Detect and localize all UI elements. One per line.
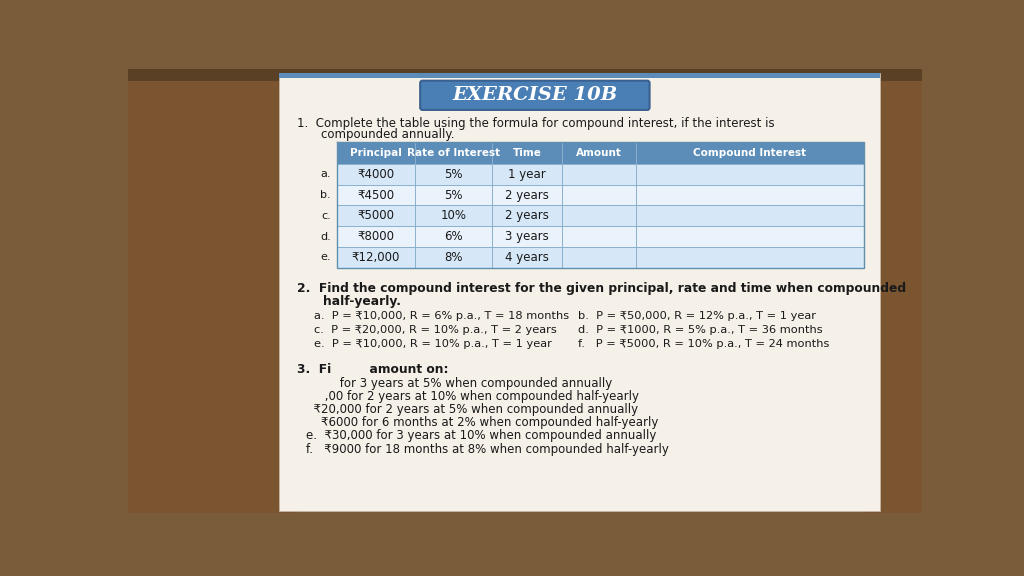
Text: EXERCISE 10B: EXERCISE 10B bbox=[453, 86, 617, 104]
Polygon shape bbox=[337, 206, 864, 226]
Text: ₹4500: ₹4500 bbox=[357, 188, 394, 202]
Text: 8%: 8% bbox=[444, 251, 463, 264]
Text: e.  P = ₹10,000, R = 10% p.a., T = 1 year: e. P = ₹10,000, R = 10% p.a., T = 1 year bbox=[314, 339, 552, 348]
Text: a.: a. bbox=[321, 169, 331, 179]
Text: f.   ₹9000 for 18 months at 8% when compounded half-yearly: f. ₹9000 for 18 months at 8% when compou… bbox=[306, 442, 669, 456]
Text: b.: b. bbox=[321, 190, 331, 200]
Text: ₹8000: ₹8000 bbox=[357, 230, 394, 243]
Text: 1.  Complete the table using the formula for compound interest, if the interest : 1. Complete the table using the formula … bbox=[297, 117, 774, 130]
Text: half-yearly.: half-yearly. bbox=[306, 295, 401, 308]
Text: b.  P = ₹50,000, R = 12% p.a., T = 1 year: b. P = ₹50,000, R = 12% p.a., T = 1 year bbox=[578, 311, 815, 321]
Text: ₹20,000 for 2 years at 5% when compounded annually: ₹20,000 for 2 years at 5% when compounde… bbox=[306, 403, 638, 416]
Text: d.: d. bbox=[321, 232, 331, 241]
Text: a.  P = ₹10,000, R = 6% p.a., T = 18 months: a. P = ₹10,000, R = 6% p.a., T = 18 mont… bbox=[314, 311, 569, 321]
Text: d.  P = ₹1000, R = 5% p.a., T = 36 months: d. P = ₹1000, R = 5% p.a., T = 36 months bbox=[578, 325, 822, 335]
Text: ₹6000 for 6 months at 2% when compounded half-yearly: ₹6000 for 6 months at 2% when compounded… bbox=[306, 416, 658, 429]
Polygon shape bbox=[337, 142, 864, 164]
Text: ,00 for 2 years at 10% when compounded half-yearly: ,00 for 2 years at 10% when compounded h… bbox=[306, 390, 639, 403]
Text: ₹12,000: ₹12,000 bbox=[352, 251, 400, 264]
Text: f.   P = ₹5000, R = 10% p.a., T = 24 months: f. P = ₹5000, R = 10% p.a., T = 24 month… bbox=[578, 339, 828, 348]
Text: 2 years: 2 years bbox=[505, 209, 549, 222]
Polygon shape bbox=[128, 69, 299, 513]
Text: 2 years: 2 years bbox=[505, 188, 549, 202]
Text: 10%: 10% bbox=[440, 209, 467, 222]
Polygon shape bbox=[280, 73, 880, 511]
Polygon shape bbox=[128, 69, 922, 81]
Text: 2.  Find the compound interest for the given principal, rate and time when compo: 2. Find the compound interest for the gi… bbox=[297, 282, 906, 295]
Text: 5%: 5% bbox=[444, 168, 463, 181]
Polygon shape bbox=[337, 185, 864, 206]
Text: Principal: Principal bbox=[350, 148, 402, 158]
Polygon shape bbox=[280, 73, 880, 78]
Text: Rate of Interest: Rate of Interest bbox=[407, 148, 500, 158]
Text: e.  ₹30,000 for 3 years at 10% when compounded annually: e. ₹30,000 for 3 years at 10% when compo… bbox=[306, 430, 656, 442]
Text: 3.  Fi         amount on:: 3. Fi amount on: bbox=[297, 363, 449, 376]
Polygon shape bbox=[337, 247, 864, 268]
Text: 5%: 5% bbox=[444, 188, 463, 202]
Text: for 3 years at 5% when compounded annually: for 3 years at 5% when compounded annual… bbox=[306, 377, 612, 390]
Text: ₹5000: ₹5000 bbox=[357, 209, 394, 222]
Text: e.: e. bbox=[321, 252, 331, 263]
Text: 3 years: 3 years bbox=[505, 230, 549, 243]
Polygon shape bbox=[864, 69, 922, 513]
Text: Amount: Amount bbox=[575, 148, 622, 158]
Text: ₹4000: ₹4000 bbox=[357, 168, 394, 181]
Text: c.: c. bbox=[322, 211, 331, 221]
Text: compounded annually.: compounded annually. bbox=[306, 128, 455, 142]
Text: c.  P = ₹20,000, R = 10% p.a., T = 2 years: c. P = ₹20,000, R = 10% p.a., T = 2 year… bbox=[314, 325, 557, 335]
Text: Time: Time bbox=[513, 148, 542, 158]
Text: 4 years: 4 years bbox=[505, 251, 549, 264]
Polygon shape bbox=[337, 226, 864, 247]
FancyBboxPatch shape bbox=[420, 81, 649, 110]
Text: 1 year: 1 year bbox=[508, 168, 546, 181]
Polygon shape bbox=[337, 164, 864, 185]
Text: Compound Interest: Compound Interest bbox=[693, 148, 807, 158]
Text: 6%: 6% bbox=[444, 230, 463, 243]
